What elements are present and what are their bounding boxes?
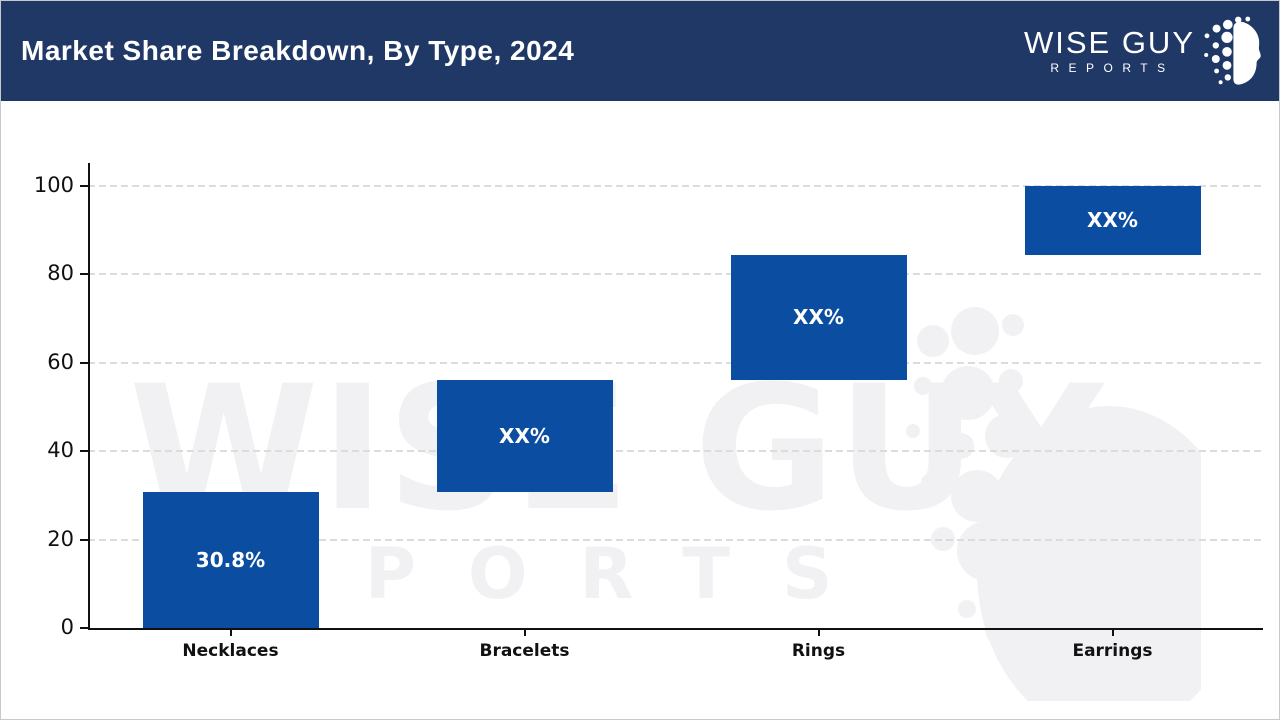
bar-rings: XX%	[730, 254, 907, 381]
x-axis-tick	[229, 630, 232, 636]
gridline	[88, 361, 1263, 364]
bar-value-label: XX%	[1087, 208, 1138, 233]
y-axis-tick	[80, 538, 88, 541]
x-axis-tick	[817, 630, 820, 636]
chart-area: WISE GUY REPORTS 0 20 40 60 80 100 30.8% Neckla…	[1, 101, 1279, 719]
gridline	[88, 538, 1263, 541]
header: Market Share Breakdown, By Type, 2024 WI…	[1, 1, 1279, 101]
y-tick-label: 40	[47, 438, 74, 463]
y-axis-tick	[80, 361, 88, 364]
x-category-label: Rings	[791, 641, 846, 661]
brand-subtitle: REPORTS	[1050, 61, 1175, 76]
y-axis-tick	[80, 273, 88, 276]
y-tick-label: 100	[33, 173, 74, 197]
y-tick-label: 20	[47, 526, 74, 551]
gridline	[88, 273, 1263, 276]
brand-name: WISE GUY	[1023, 24, 1195, 60]
y-axis-tick	[80, 185, 88, 187]
gridline	[88, 450, 1263, 453]
watermark-head-graphic	[906, 307, 1201, 701]
y-axis-tick	[80, 627, 88, 629]
y-tick-label: 80	[47, 261, 74, 286]
bar-earrings: XX%	[1024, 186, 1201, 255]
bar-value-label: 30.8%	[195, 547, 266, 572]
y-tick-label: 0	[60, 615, 74, 639]
x-category-label: Necklaces	[182, 641, 279, 661]
x-category-label: Earrings	[1072, 641, 1153, 661]
bar-value-label: XX%	[499, 423, 550, 448]
bar-necklaces: 30.8%	[142, 491, 319, 628]
gridline	[88, 185, 1263, 187]
x-category-label: Bracelets	[479, 641, 570, 661]
brand-head-icon	[1204, 16, 1261, 85]
brand-logo: WISE GUY REPORTS	[1024, 8, 1263, 94]
x-axis-tick	[523, 630, 526, 636]
bar-bracelets: XX%	[436, 380, 613, 492]
y-tick-label: 60	[47, 349, 74, 374]
page-title: Market Share Breakdown, By Type, 2024	[21, 35, 575, 66]
y-axis-line	[88, 163, 90, 630]
x-axis-tick	[1111, 630, 1114, 636]
brand-logo-text: WISE GUY REPORTS	[1023, 24, 1195, 76]
x-axis-line	[88, 628, 1263, 630]
y-axis-tick	[80, 450, 88, 453]
bar-value-label: XX%	[793, 305, 844, 330]
